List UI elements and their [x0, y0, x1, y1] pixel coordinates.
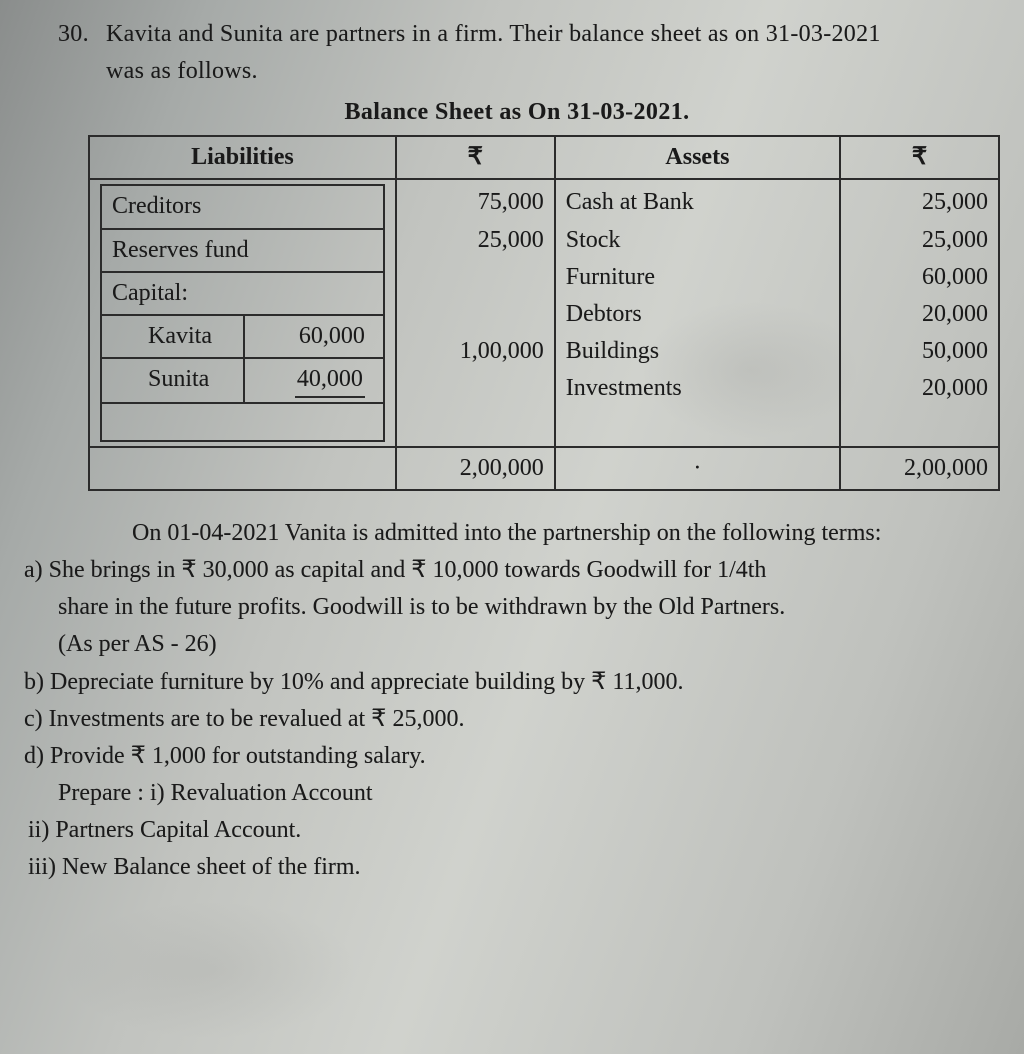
- clause-d: d) Provide ₹ 1,000 for outstanding salar…: [58, 740, 976, 773]
- furniture-amount: 60,000: [851, 259, 988, 296]
- clause-b: b) Depreciate furniture by 10% and appre…: [58, 666, 976, 699]
- reserve-label: Reserves fund: [101, 229, 384, 272]
- question-intro: 30.Kavita and Sunita are partners in a f…: [58, 18, 976, 88]
- assets-cell: Cash at Bank Stock Furniture Debtors Bui…: [555, 179, 840, 447]
- prepare-line: Prepare : i) Revaluation Account: [58, 777, 976, 810]
- kavita-label: Kavita: [101, 315, 244, 358]
- terms-section: On 01-04-2021 Vanita is admitted into th…: [58, 517, 976, 884]
- clause-a-line2: share in the future profits. Goodwill is…: [58, 591, 976, 624]
- reserve-amount: 25,000: [407, 222, 544, 259]
- intro-line-2: was as follows.: [106, 55, 976, 88]
- liabilities-cell: Creditors Reserves fund Capital: Kavita …: [89, 179, 396, 447]
- prepare-iii: iii) New Balance sheet of the firm.: [58, 851, 976, 884]
- cash-label: Cash at Bank: [566, 184, 829, 221]
- prepare-ii: ii) Partners Capital Account.: [58, 814, 976, 847]
- buildings-label: Buildings: [566, 333, 829, 370]
- capital-total: 1,00,000: [407, 333, 544, 370]
- capital-label: Capital:: [101, 272, 384, 315]
- stock-amount: 25,000: [851, 222, 988, 259]
- stock-label: Stock: [566, 222, 829, 259]
- intro-line-1: Kavita and Sunita are partners in a firm…: [106, 21, 881, 47]
- sunita-amount: 40,000: [244, 358, 384, 403]
- debtors-amount: 20,000: [851, 296, 988, 333]
- admission-line: On 01-04-2021 Vanita is admitted into th…: [132, 517, 976, 550]
- liabilities-amounts-cell: 75,000 25,000 1,00,000: [396, 179, 555, 447]
- assets-amounts-cell: 25,000 25,000 60,000 20,000 50,000 20,00…: [840, 179, 999, 447]
- totals-row: 2,00,000 · 2,00,000: [89, 447, 999, 490]
- table-header-row: Liabilities ₹ Assets ₹: [89, 136, 999, 179]
- investments-amount: 20,000: [851, 370, 988, 407]
- investments-label: Investments: [566, 370, 829, 407]
- creditors-amount: 75,000: [407, 184, 544, 221]
- clause-a-line1: a) She brings in ₹ 30,000 as capital and…: [58, 554, 976, 587]
- sunita-label: Sunita: [101, 358, 244, 403]
- header-rupee-2: ₹: [840, 136, 999, 179]
- buildings-amount: 50,000: [851, 333, 988, 370]
- table-body-row: Creditors Reserves fund Capital: Kavita …: [89, 179, 999, 447]
- creditors-label: Creditors: [101, 185, 384, 228]
- balance-sheet-title: Balance Sheet as On 31-03-2021.: [58, 96, 976, 129]
- debtors-label: Debtors: [566, 296, 829, 333]
- balance-sheet-table: Liabilities ₹ Assets ₹ Creditors Reserve…: [88, 135, 1000, 491]
- clause-c: c) Investments are to be revalued at ₹ 2…: [58, 703, 976, 736]
- header-rupee-1: ₹: [396, 136, 555, 179]
- clause-a-line3: (As per AS - 26): [58, 628, 976, 661]
- cash-amount: 25,000: [851, 184, 988, 221]
- header-liabilities: Liabilities: [89, 136, 396, 179]
- header-assets: Assets: [555, 136, 840, 179]
- question-number: 30.: [58, 18, 106, 51]
- kavita-amount: 60,000: [244, 315, 384, 358]
- assets-total: 2,00,000: [840, 447, 999, 490]
- liabilities-total: 2,00,000: [396, 447, 555, 490]
- furniture-label: Furniture: [566, 259, 829, 296]
